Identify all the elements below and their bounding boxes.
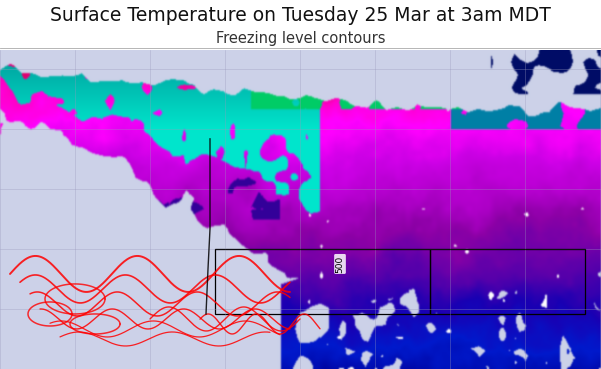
Text: Surface Temperature on Tuesday 25 Mar at 3am MDT: Surface Temperature on Tuesday 25 Mar at… xyxy=(50,6,551,25)
Text: Freezing level contours: Freezing level contours xyxy=(216,31,385,46)
Bar xyxy=(215,249,430,314)
Text: 500: 500 xyxy=(335,255,344,273)
Bar xyxy=(430,249,585,314)
